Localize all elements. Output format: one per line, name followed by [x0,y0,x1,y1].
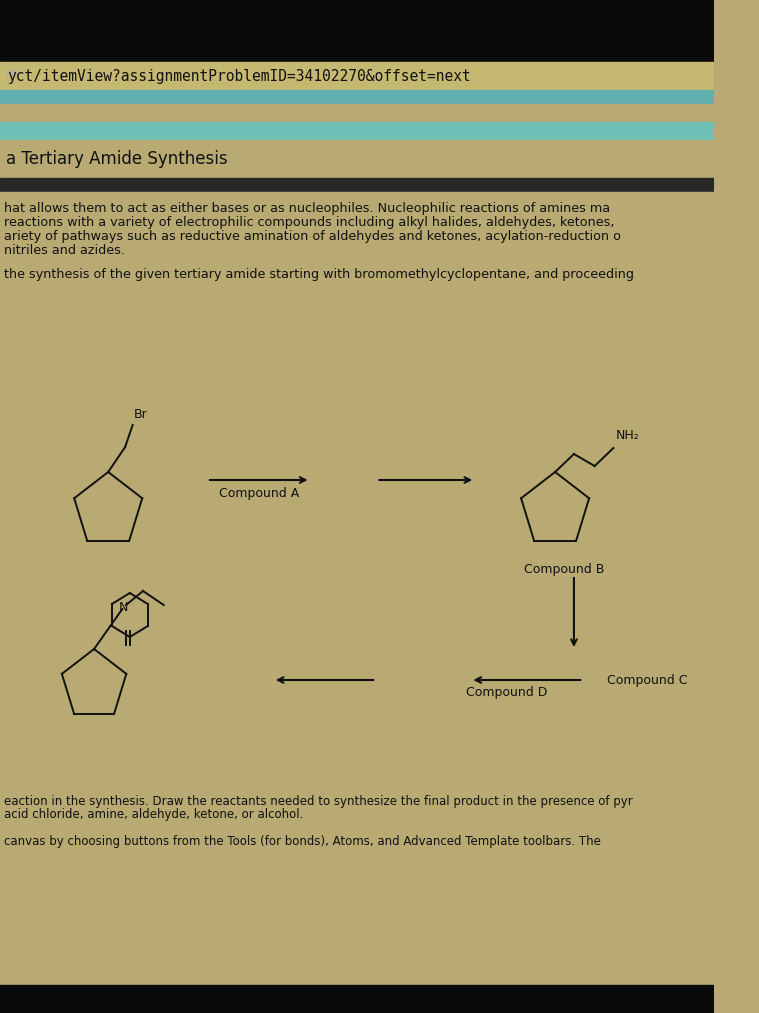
Text: Compound C: Compound C [607,674,688,687]
Bar [0,62,714,90]
Bar [0,985,714,1013]
Text: N: N [118,601,128,614]
Text: the synthesis of the given tertiary amide starting with bromomethylcyclopentane,: the synthesis of the given tertiary amid… [4,268,634,281]
Bar [0,90,714,104]
Text: a Tertiary Amide Synthesis: a Tertiary Amide Synthesis [5,150,227,168]
Bar [0,140,714,178]
Bar [0,0,714,62]
Bar [0,104,714,122]
Text: acid chloride, amine, aldehyde, ketone, or alcohol.: acid chloride, amine, aldehyde, ketone, … [4,808,303,821]
Text: nitriles and azides.: nitriles and azides. [4,244,124,257]
Text: Br: Br [134,408,147,421]
Bar [0,192,714,1013]
Bar [0,178,714,192]
Text: ariety of pathways such as reductive amination of aldehydes and ketones, acylati: ariety of pathways such as reductive ami… [4,230,621,243]
Text: NH₂: NH₂ [616,428,639,442]
Text: Compound B: Compound B [524,563,605,576]
Text: Compound D: Compound D [465,686,547,699]
Text: reactions with a variety of electrophilic compounds including alkyl halides, ald: reactions with a variety of electrophili… [4,216,614,229]
Bar [0,122,714,140]
Text: hat allows them to act as either bases or as nucleophiles. Nucleophilic reaction: hat allows them to act as either bases o… [4,202,610,215]
Text: yct/itemView?assignmentProblemID=34102270&offset=next: yct/itemView?assignmentProblemID=3410227… [8,69,471,83]
Text: ne: ne [5,67,21,79]
Text: Compound A: Compound A [219,487,299,500]
Text: eaction in the synthesis. Draw the reactants needed to synthesize the final prod: eaction in the synthesis. Draw the react… [4,795,632,808]
Text: canvas by choosing buttons from the Tools (for bonds), Atoms, and Advanced Templ: canvas by choosing buttons from the Tool… [4,835,600,848]
